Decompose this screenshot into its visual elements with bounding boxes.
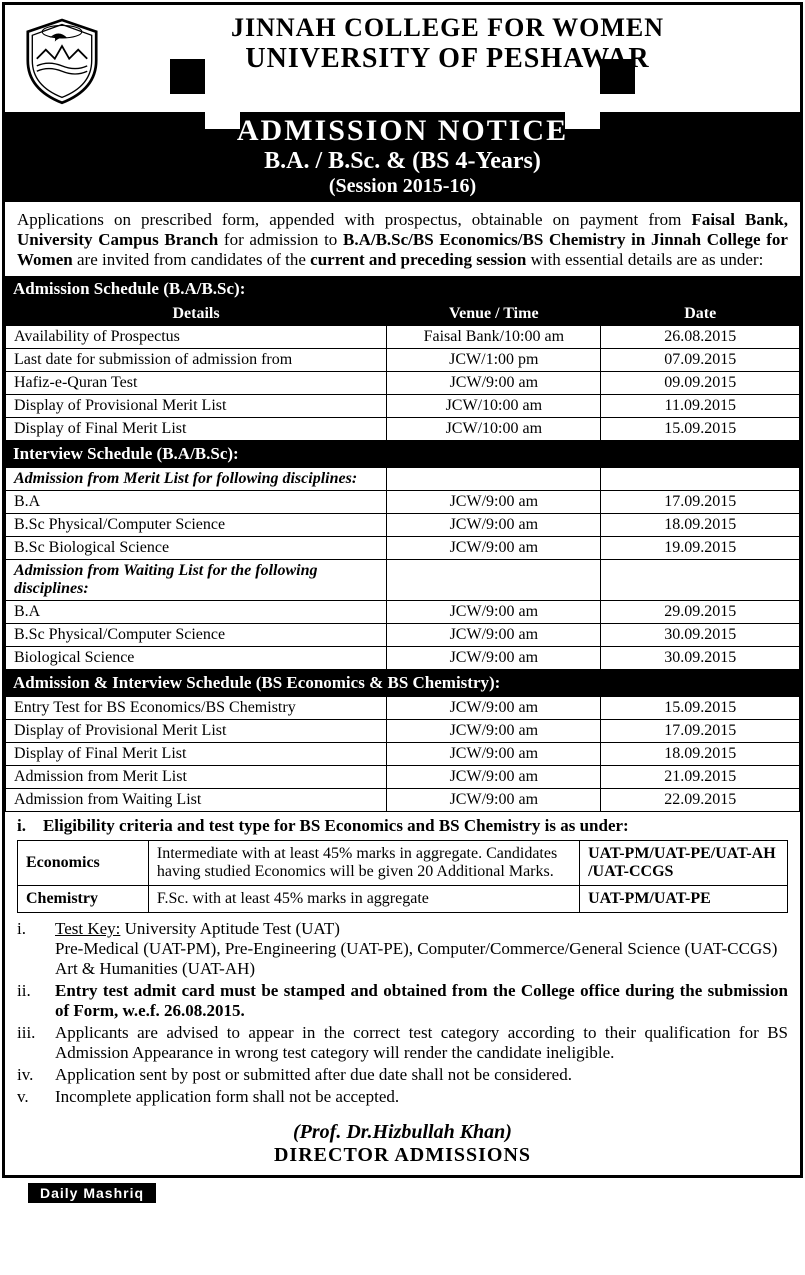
table-row: ChemistryF.Sc. with at least 45% marks i… bbox=[18, 886, 788, 913]
note-item: ii.Entry test admit card must be stamped… bbox=[17, 981, 788, 1021]
table-row: EconomicsIntermediate with at least 45% … bbox=[18, 841, 788, 886]
signature-name: (Prof. Dr.Hizbullah Khan) bbox=[5, 1121, 800, 1144]
eligibility-table: EconomicsIntermediate with at least 45% … bbox=[17, 840, 788, 913]
intro-paragraph: Applications on prescribed form, appende… bbox=[5, 202, 800, 276]
section-admission-schedule: Admission Schedule (B.A/B.Sc): bbox=[5, 276, 800, 302]
bs-schedule-table: Entry Test for BS Economics/BS Chemistry… bbox=[5, 696, 800, 812]
source-tag: Daily Mashriq bbox=[28, 1183, 156, 1203]
table-row: Hafiz-e-Quran TestJCW/9:00 am09.09.2015 bbox=[6, 372, 800, 395]
table-row: B.AJCW/9:00 am29.09.2015 bbox=[6, 601, 800, 624]
table-row: B.Sc Physical/Computer ScienceJCW/9:00 a… bbox=[6, 514, 800, 537]
signature-block: (Prof. Dr.Hizbullah Khan) DIRECTOR ADMIS… bbox=[5, 1117, 800, 1175]
section-bs-schedule: Admission & Interview Schedule (BS Econo… bbox=[5, 670, 800, 696]
college-name: JINNAH COLLEGE FOR WOMEN bbox=[107, 13, 788, 43]
table-row: Admission from Waiting ListJCW/9:00 am22… bbox=[6, 789, 800, 812]
notes-list: i.Test Key: University Aptitude Test (UA… bbox=[5, 919, 800, 1117]
table-row: B.Sc Biological ScienceJCW/9:00 am19.09.… bbox=[6, 537, 800, 560]
eligibility-heading: i. Eligibility criteria and test type fo… bbox=[5, 812, 800, 840]
table-row: Display of Provisional Merit ListJCW/9:0… bbox=[6, 720, 800, 743]
table-row: Entry Test for BS Economics/BS Chemistry… bbox=[6, 697, 800, 720]
note-item: v.Incomplete application form shall not … bbox=[17, 1087, 788, 1107]
interview-schedule-table: Admission from Merit List for following … bbox=[5, 467, 800, 670]
col-venue: Venue / Time bbox=[387, 303, 601, 326]
table-row: Biological ScienceJCW/9:00 am30.09.2015 bbox=[6, 647, 800, 670]
session-line: (Session 2015-16) bbox=[5, 175, 800, 198]
admission-schedule-table: Details Venue / Time Date Availability o… bbox=[5, 302, 800, 441]
table-row: Availability of ProspectusFaisal Bank/10… bbox=[6, 326, 800, 349]
signature-title: DIRECTOR ADMISSIONS bbox=[5, 1144, 800, 1167]
header-top: JINNAH COLLEGE FOR WOMEN UNIVERSITY OF P… bbox=[5, 5, 800, 112]
notice-title: ADMISSION NOTICE bbox=[5, 114, 800, 148]
table-row: Last date for submission of admission fr… bbox=[6, 349, 800, 372]
table-row: B.Sc Physical/Computer ScienceJCW/9:00 a… bbox=[6, 624, 800, 647]
table-row: Display of Final Merit ListJCW/10:00 am1… bbox=[6, 418, 800, 441]
header-band: ADMISSION NOTICE B.A. / B.Sc. & (BS 4-Ye… bbox=[5, 112, 800, 202]
note-item: i.Test Key: University Aptitude Test (UA… bbox=[17, 919, 788, 979]
note-item: iv.Application sent by post or submitted… bbox=[17, 1065, 788, 1085]
table-row: Display of Final Merit ListJCW/9:00 am18… bbox=[6, 743, 800, 766]
table-row: Display of Provisional Merit ListJCW/10:… bbox=[6, 395, 800, 418]
table-row: Admission from Merit ListJCW/9:00 am21.0… bbox=[6, 766, 800, 789]
subhead-waiting: Admission from Waiting List for the foll… bbox=[6, 560, 387, 601]
university-name: UNIVERSITY OF PESHAWAR bbox=[107, 43, 788, 75]
subhead-merit: Admission from Merit List for following … bbox=[6, 468, 387, 491]
section-interview-schedule: Interview Schedule (B.A/B.Sc): bbox=[5, 441, 800, 467]
table-row: B.AJCW/9:00 am17.09.2015 bbox=[6, 491, 800, 514]
col-date: Date bbox=[601, 303, 800, 326]
programs-line: B.A. / B.Sc. & (BS 4-Years) bbox=[5, 148, 800, 175]
col-details: Details bbox=[6, 303, 387, 326]
university-logo bbox=[17, 13, 107, 108]
note-item: iii.Applicants are advised to appear in … bbox=[17, 1023, 788, 1063]
